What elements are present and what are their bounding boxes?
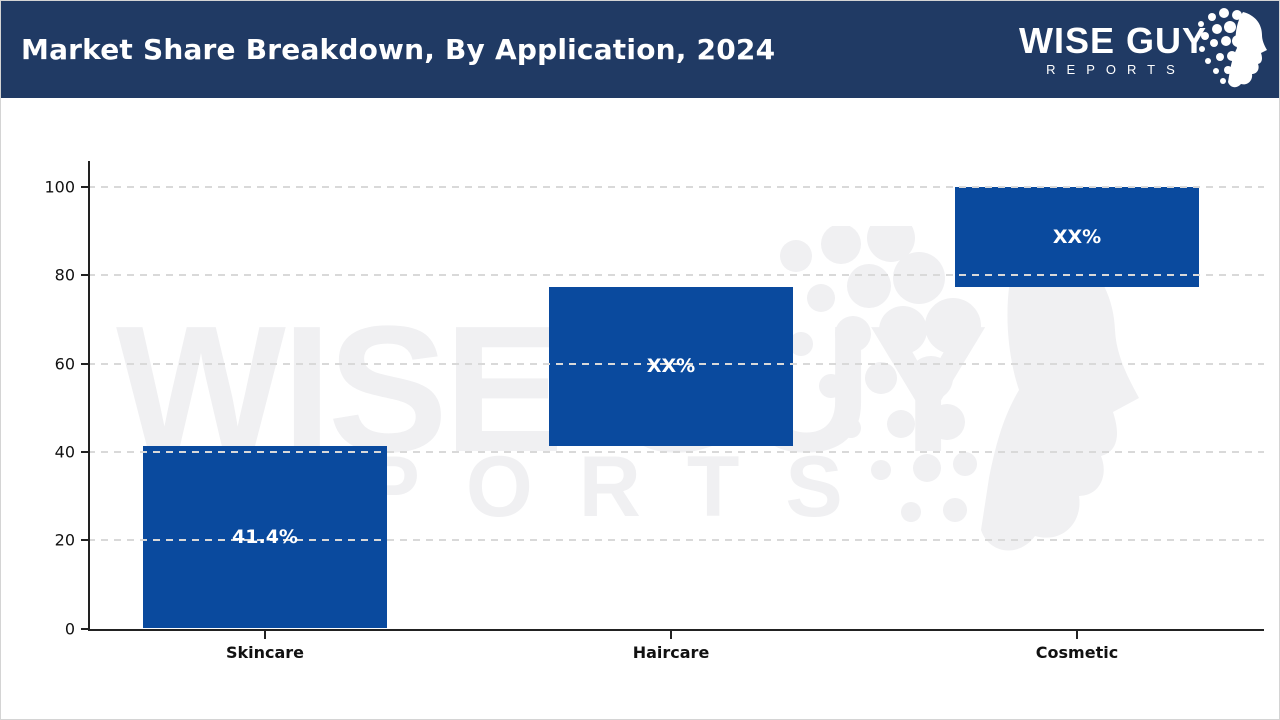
bar-value-label: XX% [1052,226,1102,249]
x-tick-cosmetic [1076,630,1078,639]
watermark-face-icon [780,226,1139,551]
y-tick-40 [81,450,88,453]
logo-face-icon [1198,7,1267,87]
logo-text: WISE GUY REPORTS [1018,19,1207,77]
y-tick-label: 20 [54,530,75,550]
wise-guy-reports-logo: WISE GUY REPORTS [1018,7,1267,92]
bar-value-label: XX% [646,355,696,378]
x-axis-label-haircare: Haircare [632,642,710,662]
bar-haircare [549,287,793,446]
x-tick-haircare [670,630,672,639]
chart-area: WISE GUY REPORTS 41.4% XX% XX% 0 20 40 60 80 100… [1,98,1279,719]
y-tick-label: 60 [54,354,75,374]
gridline-60 [88,362,1264,365]
x-axis-spine [88,628,1264,631]
y-tick-100 [81,186,88,188]
y-tick-0 [81,627,88,630]
x-axis-label-cosmetic: Cosmetic [1035,642,1119,662]
bar-value-label: 41.4% [232,526,298,549]
logo-subtitle: REPORTS [1046,61,1186,77]
bar-skincare [143,445,387,629]
x-tick-skincare [264,630,266,639]
y-tick-label: 0 [64,619,75,638]
bar-cosmetic [955,187,1199,288]
y-tick-label: 80 [54,265,75,285]
gridline-80 [88,274,1264,277]
y-tick-label: 100 [44,177,75,197]
y-tick-20 [81,539,88,542]
gridline-40 [88,450,1264,453]
gridline-100 [88,186,1264,188]
y-tick-label: 40 [54,442,75,462]
gridline-20 [88,539,1264,542]
y-tick-60 [81,362,88,365]
chart-title: Market Share Breakdown, By Application, … [21,33,776,66]
y-axis-spine [88,161,90,631]
x-axis-label-skincare: Skincare [225,642,305,662]
header-band: Market Share Breakdown, By Application, … [1,1,1279,98]
y-tick-80 [81,274,88,277]
logo-wordmark: WISE GUY [1018,19,1207,61]
